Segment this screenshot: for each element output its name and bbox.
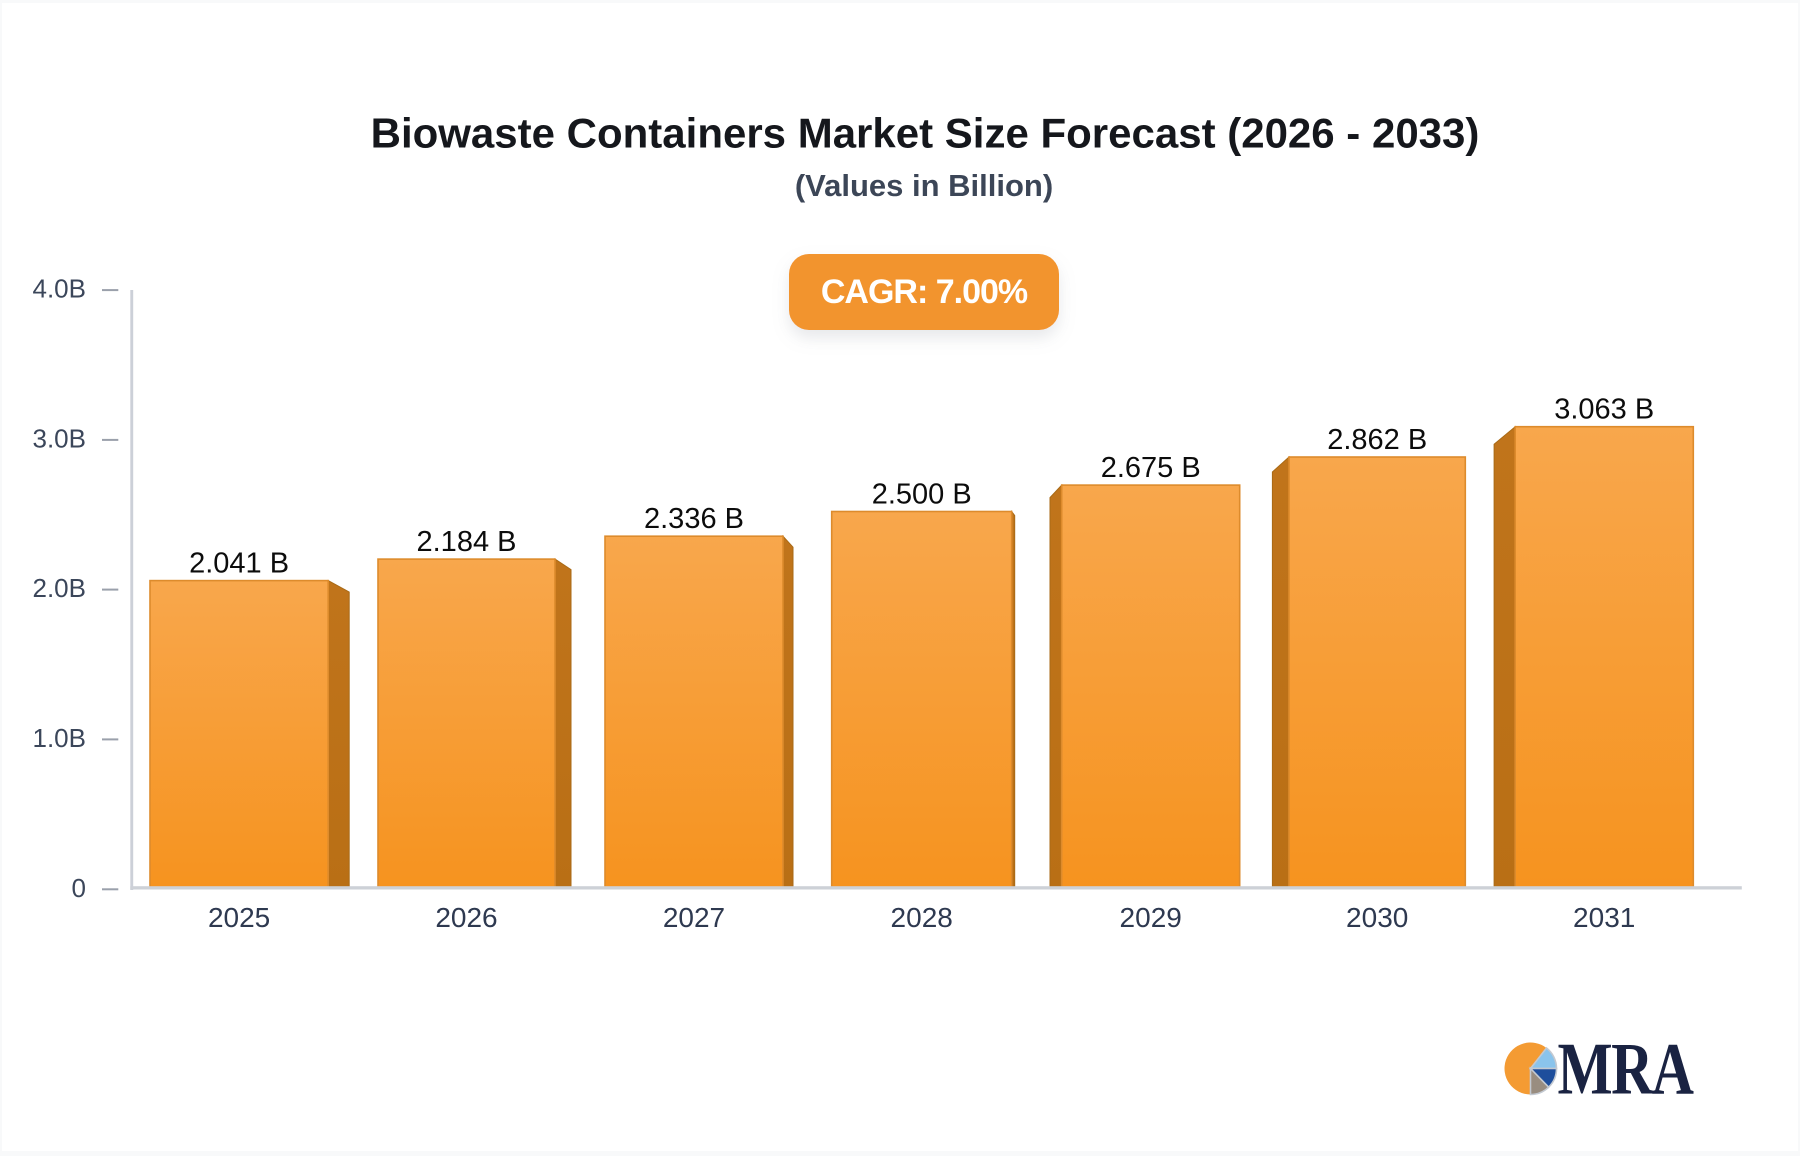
svg-text:2025: 2025 xyxy=(208,902,270,933)
svg-text:2.500 B: 2.500 B xyxy=(872,479,972,511)
svg-text:Biowaste Containers Market Siz: Biowaste Containers Market Size Forecast… xyxy=(371,110,1480,157)
svg-text:2.041 B: 2.041 B xyxy=(189,548,289,580)
svg-text:4.0B: 4.0B xyxy=(33,274,87,304)
svg-text:2027: 2027 xyxy=(663,902,725,933)
svg-text:3.0B: 3.0B xyxy=(33,423,87,453)
svg-text:2.862 B: 2.862 B xyxy=(1327,424,1427,456)
svg-text:MRA: MRA xyxy=(1558,1029,1694,1110)
svg-text:2031: 2031 xyxy=(1573,902,1635,933)
svg-text:2028: 2028 xyxy=(891,902,953,933)
svg-text:2029: 2029 xyxy=(1120,902,1182,933)
svg-text:1.0B: 1.0B xyxy=(33,723,87,753)
svg-text:0: 0 xyxy=(72,873,86,903)
svg-text:2.184 B: 2.184 B xyxy=(417,526,517,558)
svg-text:3.063 B: 3.063 B xyxy=(1554,394,1654,426)
svg-text:(Values in Billion): (Values in Billion) xyxy=(795,168,1053,203)
svg-text:2026: 2026 xyxy=(435,902,497,933)
svg-text:2030: 2030 xyxy=(1346,902,1408,933)
svg-text:2.675 B: 2.675 B xyxy=(1101,452,1201,484)
svg-text:2.336 B: 2.336 B xyxy=(644,503,744,535)
svg-text:CAGR: 7.00%: CAGR: 7.00% xyxy=(821,273,1028,311)
svg-text:2.0B: 2.0B xyxy=(33,573,87,603)
